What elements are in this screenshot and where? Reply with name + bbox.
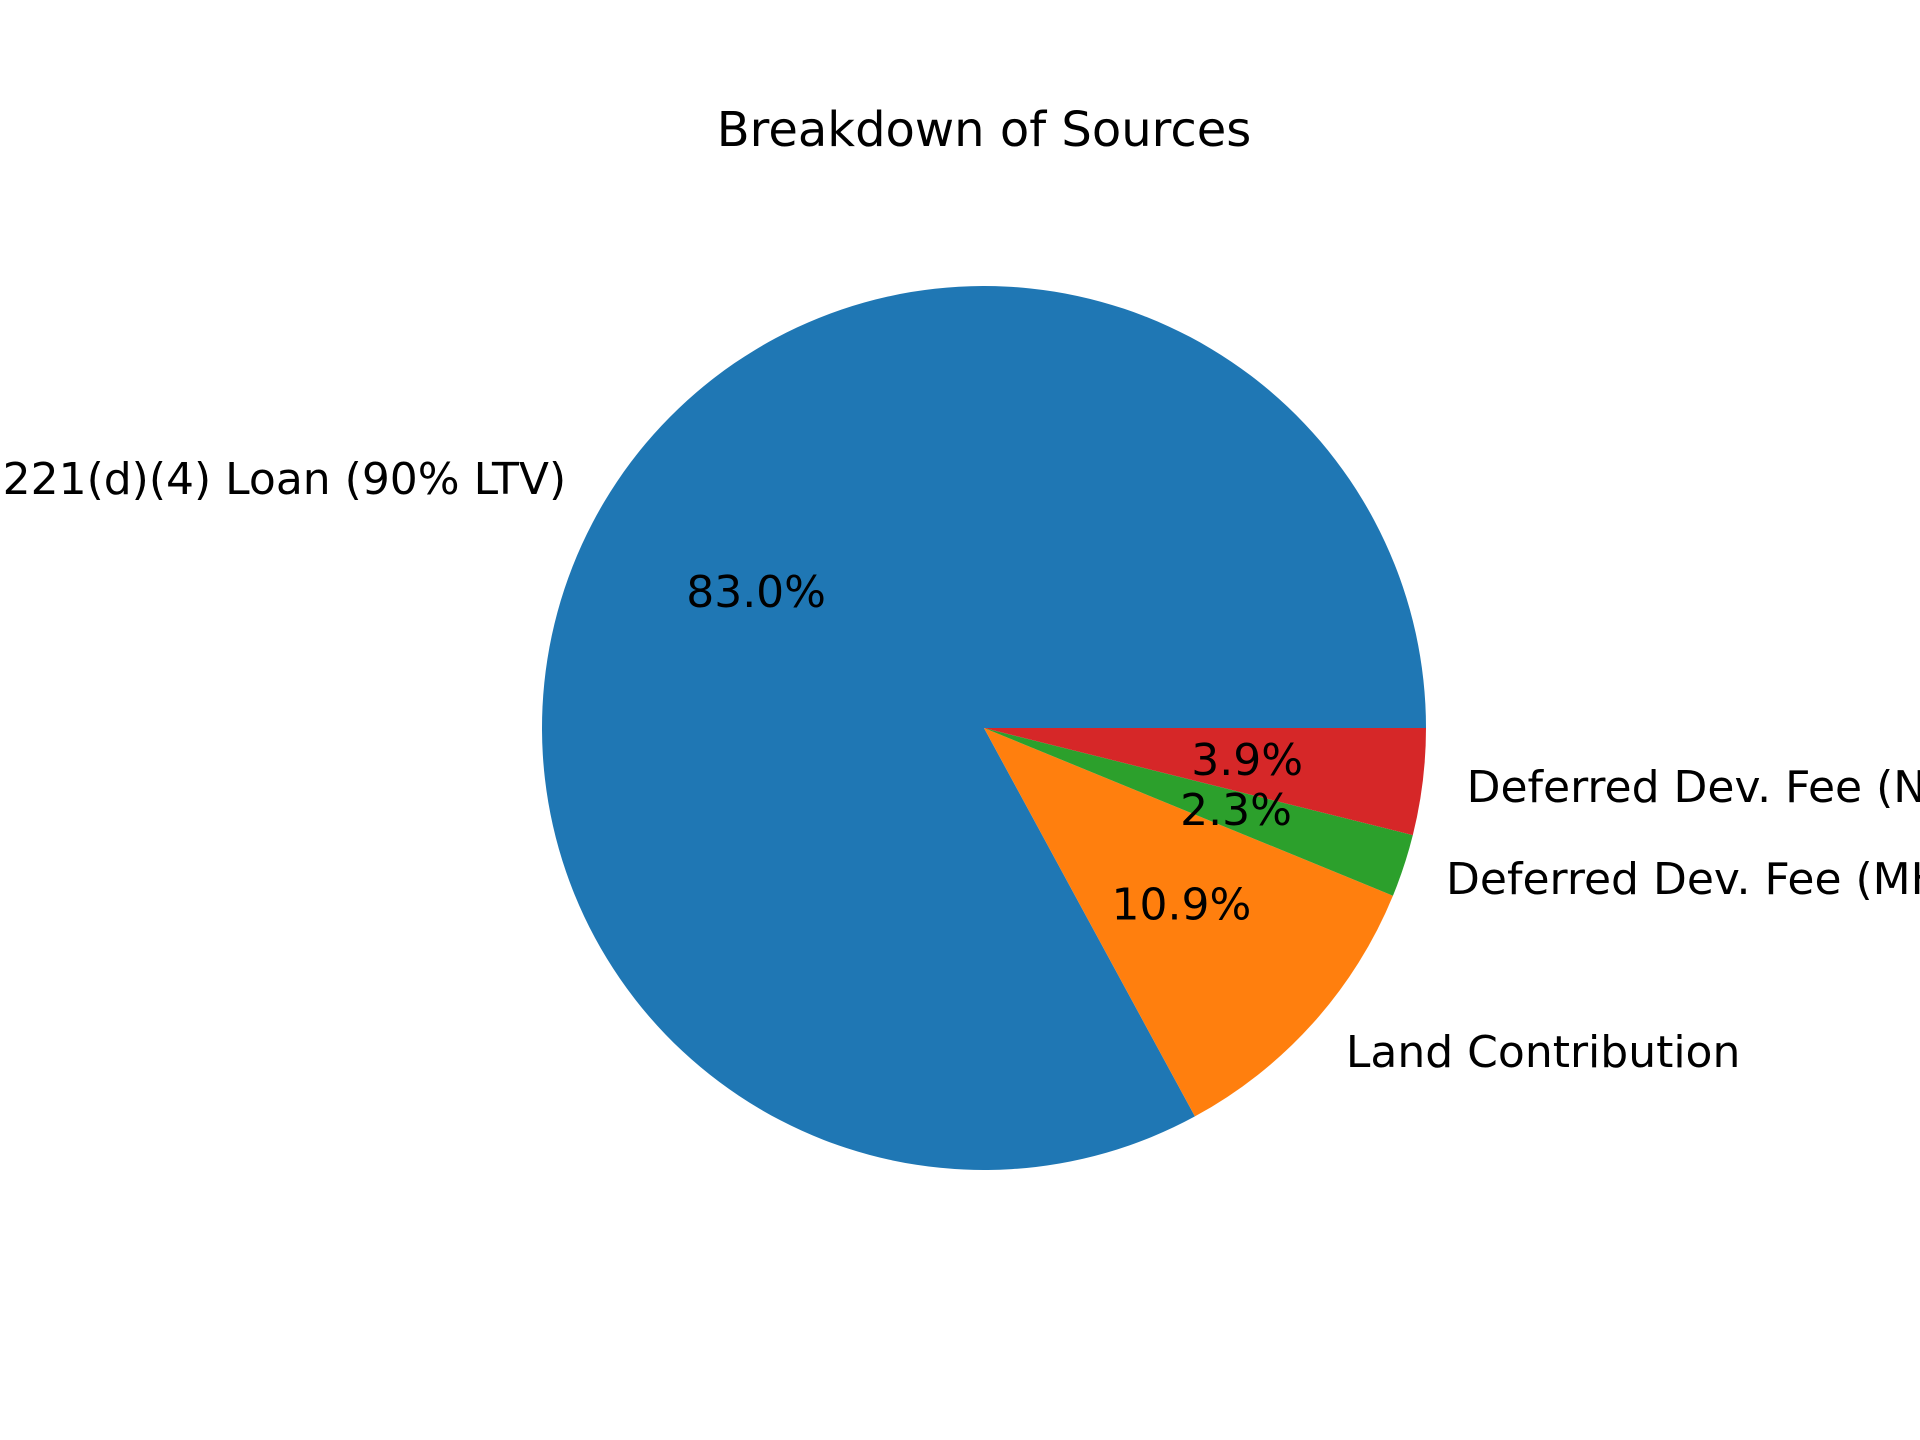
pie-labels: 83.0% HUD 221(d)(4) Loan (90% LTV) 10.9% La…	[0, 454, 1920, 1078]
pie-slice-hud-221-d-4-loan-90-ltv	[542, 285, 1426, 1170]
pct-label-hud-221-d-4-loan-90-ltv: 83.0%	[686, 567, 826, 618]
pie-slices	[542, 285, 1426, 1170]
pct-label-deferred-dev-fee-no: 3.9%	[1191, 735, 1303, 786]
slice-label-land-contribution: Land Contribution	[1346, 1027, 1740, 1078]
pie-slice-deferred-dev-fee-mh	[984, 728, 1413, 896]
pct-label-land-contribution: 10.9%	[1112, 880, 1252, 931]
pct-label-deferred-dev-fee-mh: 2.3%	[1180, 785, 1292, 836]
pie-slice-deferred-dev-fee-no	[984, 728, 1426, 836]
slice-label-deferred-dev-fee-no: Deferred Dev. Fee (No	[1467, 762, 1920, 813]
pie-slice-land-contribution	[984, 728, 1393, 1117]
slice-label-hud-221-d-4-loan-90-ltv: HUD 221(d)(4) Loan (90% LTV)	[0, 454, 566, 505]
slice-label-deferred-dev-fee-mh: Deferred Dev. Fee (MH	[1446, 854, 1920, 905]
chart-title: Breakdown of Sources	[717, 102, 1252, 158]
